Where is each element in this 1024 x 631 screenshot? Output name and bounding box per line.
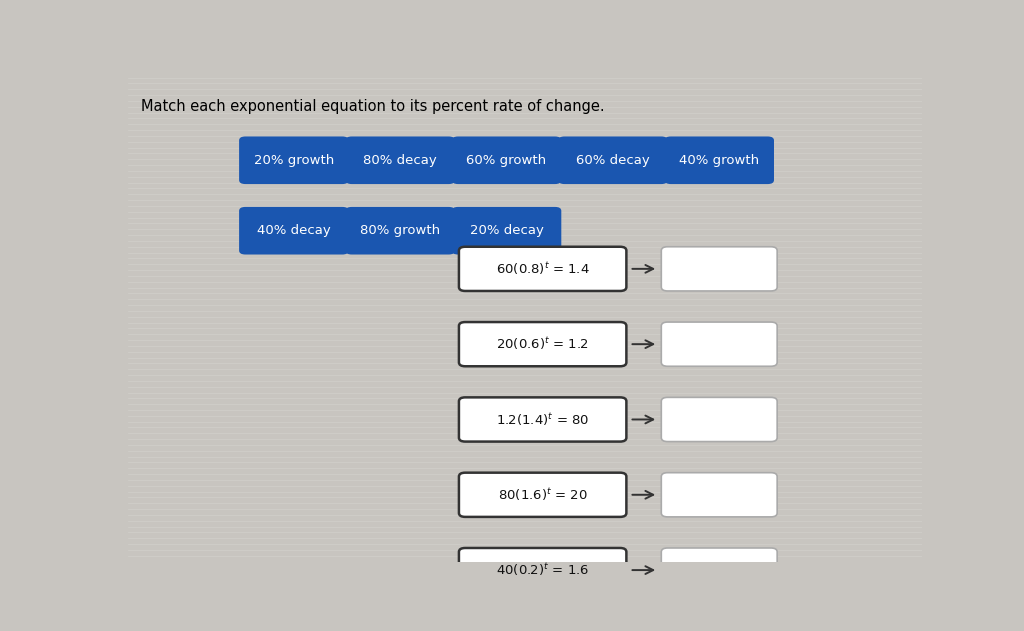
FancyBboxPatch shape: [662, 247, 777, 291]
FancyBboxPatch shape: [452, 136, 561, 184]
FancyBboxPatch shape: [452, 207, 561, 254]
Text: 80% growth: 80% growth: [360, 224, 440, 237]
FancyBboxPatch shape: [345, 136, 455, 184]
FancyBboxPatch shape: [662, 322, 777, 366]
FancyBboxPatch shape: [459, 322, 627, 366]
Text: 80% decay: 80% decay: [364, 154, 437, 167]
Text: 1.2(1.4)$^t$ = 80: 1.2(1.4)$^t$ = 80: [496, 411, 589, 428]
FancyBboxPatch shape: [459, 548, 627, 593]
Text: 20% decay: 20% decay: [470, 224, 544, 237]
FancyBboxPatch shape: [459, 398, 627, 442]
Text: 60% decay: 60% decay: [577, 154, 650, 167]
Text: 20(0.6)$^t$ = 1.2: 20(0.6)$^t$ = 1.2: [497, 336, 589, 353]
FancyBboxPatch shape: [459, 247, 627, 291]
Text: Match each exponential equation to its percent rate of change.: Match each exponential equation to its p…: [141, 99, 605, 114]
FancyBboxPatch shape: [558, 136, 668, 184]
Text: 80(1.6)$^t$ = 20: 80(1.6)$^t$ = 20: [498, 487, 588, 503]
Text: 60(0.8)$^t$ = 1.4: 60(0.8)$^t$ = 1.4: [496, 261, 590, 277]
Text: 20% growth: 20% growth: [254, 154, 334, 167]
FancyBboxPatch shape: [662, 473, 777, 517]
Text: 60% growth: 60% growth: [467, 154, 547, 167]
FancyBboxPatch shape: [239, 207, 348, 254]
FancyBboxPatch shape: [459, 473, 627, 517]
FancyBboxPatch shape: [345, 207, 455, 254]
FancyBboxPatch shape: [665, 136, 774, 184]
FancyBboxPatch shape: [239, 136, 348, 184]
Text: 40% growth: 40% growth: [679, 154, 759, 167]
FancyBboxPatch shape: [662, 398, 777, 442]
FancyBboxPatch shape: [662, 548, 777, 593]
Text: 40% decay: 40% decay: [257, 224, 331, 237]
Text: 40(0.2)$^t$ = 1.6: 40(0.2)$^t$ = 1.6: [496, 562, 589, 579]
